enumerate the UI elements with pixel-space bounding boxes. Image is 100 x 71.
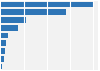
Bar (1, 40, 6, 46)
Bar (1, 25, 18, 31)
Bar (1, 48, 5, 54)
Bar (1, 56, 4, 62)
Bar (1, 17, 26, 23)
Bar (1, 64, 2, 69)
Bar (1, 33, 8, 38)
Bar (1, 2, 93, 7)
Bar (1, 9, 66, 15)
